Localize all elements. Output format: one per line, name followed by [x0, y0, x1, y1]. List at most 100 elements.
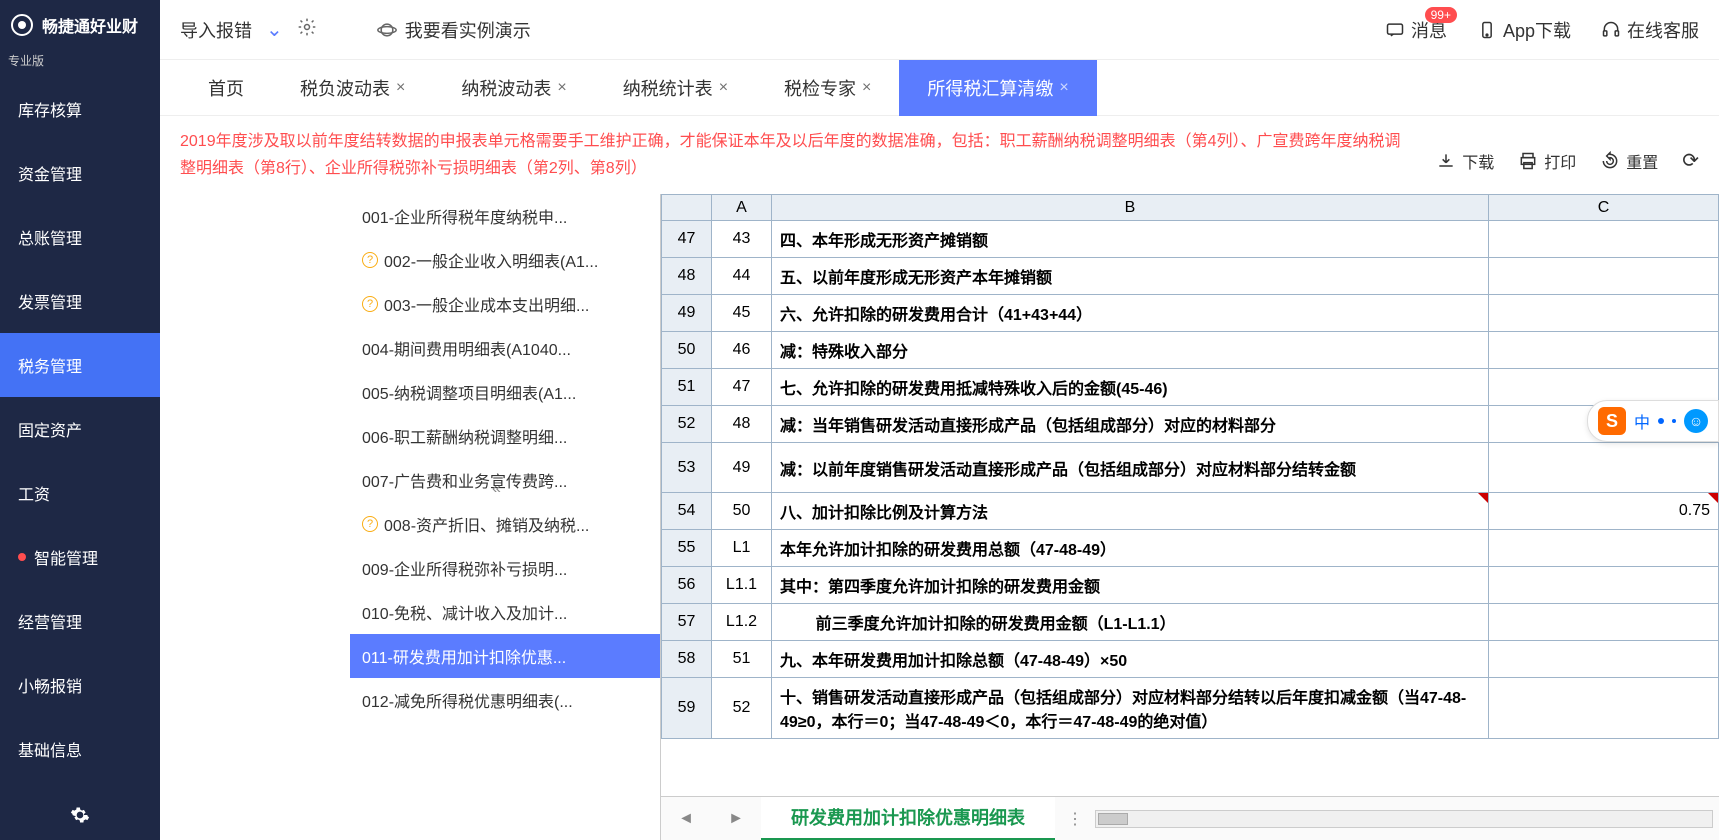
- nav-item-5[interactable]: 固定资产: [0, 397, 160, 461]
- demo-link[interactable]: 我要看实例演示: [377, 17, 531, 43]
- nav-item-0[interactable]: 库存核算: [0, 77, 160, 141]
- sheet-menu-icon[interactable]: ⋮: [1055, 809, 1095, 829]
- tab-3[interactable]: 纳税统计表×: [595, 60, 756, 116]
- tab-0[interactable]: 首页: [180, 60, 272, 116]
- cell-a[interactable]: 48: [712, 406, 772, 443]
- tab-4[interactable]: 税检专家×: [756, 60, 899, 116]
- close-icon[interactable]: ×: [557, 79, 566, 97]
- close-icon[interactable]: ×: [396, 79, 405, 97]
- gear-icon[interactable]: [297, 17, 317, 43]
- more-button[interactable]: ⟳: [1682, 148, 1699, 173]
- col-header-A[interactable]: A: [712, 195, 772, 221]
- cell-a[interactable]: 50: [712, 493, 772, 530]
- col-header-C[interactable]: C: [1489, 195, 1719, 221]
- row-header[interactable]: 52: [662, 406, 712, 443]
- horizontal-scrollbar[interactable]: [1095, 810, 1713, 828]
- nav-item-10[interactable]: 基础信息: [0, 717, 160, 781]
- nav-item-1[interactable]: 资金管理: [0, 141, 160, 205]
- cell-c[interactable]: [1489, 332, 1719, 369]
- form-item-8[interactable]: 009-企业所得税弥补亏损明...: [350, 546, 660, 590]
- print-button[interactable]: 打印: [1518, 149, 1576, 173]
- form-item-4[interactable]: 005-纳税调整项目明细表(A1...: [350, 370, 660, 414]
- cell-c[interactable]: [1489, 221, 1719, 258]
- row-header[interactable]: 47: [662, 221, 712, 258]
- nav-item-9[interactable]: 小畅报销: [0, 653, 160, 717]
- form-item-10[interactable]: 011-研发费用加计扣除优惠...: [350, 634, 660, 678]
- form-item-0[interactable]: 001-企业所得税年度纳税申...: [350, 194, 660, 238]
- cell-b[interactable]: 七、允许扣除的研发费用抵减特殊收入后的金额(45-46): [772, 369, 1489, 406]
- nav-item-3[interactable]: 发票管理: [0, 269, 160, 333]
- cell-a[interactable]: 46: [712, 332, 772, 369]
- cell-b[interactable]: 减：当年销售研发活动直接形成产品（包括组成部分）对应的材料部分: [772, 406, 1489, 443]
- form-item-2[interactable]: ?003-一般企业成本支出明细...: [350, 282, 660, 326]
- grid-body[interactable]: ABC4743四、本年形成无形资产摊销额4844五、以前年度形成无形资产本年摊销…: [661, 194, 1719, 796]
- download-button[interactable]: 下载: [1436, 149, 1494, 173]
- cell-c[interactable]: [1489, 258, 1719, 295]
- close-icon[interactable]: ×: [719, 79, 728, 97]
- cell-c[interactable]: [1489, 604, 1719, 641]
- row-header[interactable]: 49: [662, 295, 712, 332]
- cell-a[interactable]: 51: [712, 641, 772, 678]
- nav-item-7[interactable]: 智能管理: [0, 525, 160, 589]
- form-item-6[interactable]: 007-广告费和业务宣传费跨...: [350, 458, 660, 502]
- form-item-1[interactable]: ?002-一般企业收入明细表(A1...: [350, 238, 660, 282]
- sheet-next-icon[interactable]: ►: [711, 810, 761, 828]
- row-header[interactable]: 53: [662, 443, 712, 493]
- sheet-tab-active[interactable]: 研发费用加计扣除优惠明细表: [761, 797, 1055, 840]
- row-header[interactable]: 50: [662, 332, 712, 369]
- nav-item-2[interactable]: 总账管理: [0, 205, 160, 269]
- cell-b[interactable]: 八、加计扣除比例及计算方法: [772, 493, 1489, 530]
- tab-5[interactable]: 所得税汇算清缴×: [899, 60, 1096, 116]
- cell-c[interactable]: [1489, 567, 1719, 604]
- cell-a[interactable]: L1: [712, 530, 772, 567]
- row-header[interactable]: 57: [662, 604, 712, 641]
- app-download-button[interactable]: App下载: [1477, 17, 1571, 43]
- cell-a[interactable]: L1.1: [712, 567, 772, 604]
- chevron-down-icon[interactable]: ⌄: [266, 17, 283, 42]
- cell-b[interactable]: 其中：第四季度允许加计扣除的研发费用金额: [772, 567, 1489, 604]
- tab-2[interactable]: 纳税波动表×: [433, 60, 594, 116]
- cell-b[interactable]: 减：特殊收入部分: [772, 332, 1489, 369]
- cell-c[interactable]: [1489, 678, 1719, 739]
- cell-c[interactable]: [1489, 295, 1719, 332]
- row-header[interactable]: 54: [662, 493, 712, 530]
- collapse-icon[interactable]: «: [492, 480, 501, 498]
- cell-b[interactable]: 六、允许扣除的研发费用合计（41+43+44）: [772, 295, 1489, 332]
- cell-b[interactable]: 本年允许加计扣除的研发费用总额（47-48-49）: [772, 530, 1489, 567]
- cell-a[interactable]: 52: [712, 678, 772, 739]
- close-icon[interactable]: ×: [1059, 79, 1068, 97]
- cell-c[interactable]: [1489, 443, 1719, 493]
- cell-a[interactable]: 44: [712, 258, 772, 295]
- form-item-3[interactable]: 004-期间费用明细表(A1040...: [350, 326, 660, 370]
- message-button[interactable]: 消息 99+: [1385, 17, 1447, 43]
- nav-item-4[interactable]: 税务管理: [0, 333, 160, 397]
- cell-b[interactable]: 前三季度允许加计扣除的研发费用金额（L1-L1.1）: [772, 604, 1489, 641]
- scrollbar-thumb[interactable]: [1098, 813, 1128, 825]
- cell-a[interactable]: 45: [712, 295, 772, 332]
- nav-item-6[interactable]: 工资: [0, 461, 160, 525]
- cell-c[interactable]: [1489, 641, 1719, 678]
- cell-b[interactable]: 十、销售研发活动直接形成产品（包括组成部分）对应材料部分结转以后年度扣减金额（当…: [772, 678, 1489, 739]
- cell-a[interactable]: L1.2: [712, 604, 772, 641]
- cell-c[interactable]: [1489, 530, 1719, 567]
- col-header-B[interactable]: B: [772, 195, 1489, 221]
- cell-b[interactable]: 五、以前年度形成无形资产本年摊销额: [772, 258, 1489, 295]
- form-item-7[interactable]: ?008-资产折旧、摊销及纳税...: [350, 502, 660, 546]
- cell-b[interactable]: 九、本年研发费用加计扣除总额（47-48-49）×50: [772, 641, 1489, 678]
- form-item-9[interactable]: 010-免税、减计收入及加计...: [350, 590, 660, 634]
- settings-icon[interactable]: [0, 795, 160, 840]
- row-header[interactable]: 58: [662, 641, 712, 678]
- service-button[interactable]: 在线客服: [1601, 17, 1699, 43]
- cell-a[interactable]: 43: [712, 221, 772, 258]
- cell-a[interactable]: 49: [712, 443, 772, 493]
- row-header[interactable]: 56: [662, 567, 712, 604]
- cell-c[interactable]: 0.75: [1489, 493, 1719, 530]
- sheet-prev-icon[interactable]: ◄: [661, 810, 711, 828]
- cell-a[interactable]: 47: [712, 369, 772, 406]
- cell-b[interactable]: 四、本年形成无形资产摊销额: [772, 221, 1489, 258]
- form-item-11[interactable]: 012-减免所得税优惠明细表(...: [350, 678, 660, 722]
- close-icon[interactable]: ×: [862, 79, 871, 97]
- cell-b[interactable]: 减：以前年度销售研发活动直接形成产品（包括组成部分）对应材料部分结转金额: [772, 443, 1489, 493]
- row-header[interactable]: 51: [662, 369, 712, 406]
- row-header[interactable]: 48: [662, 258, 712, 295]
